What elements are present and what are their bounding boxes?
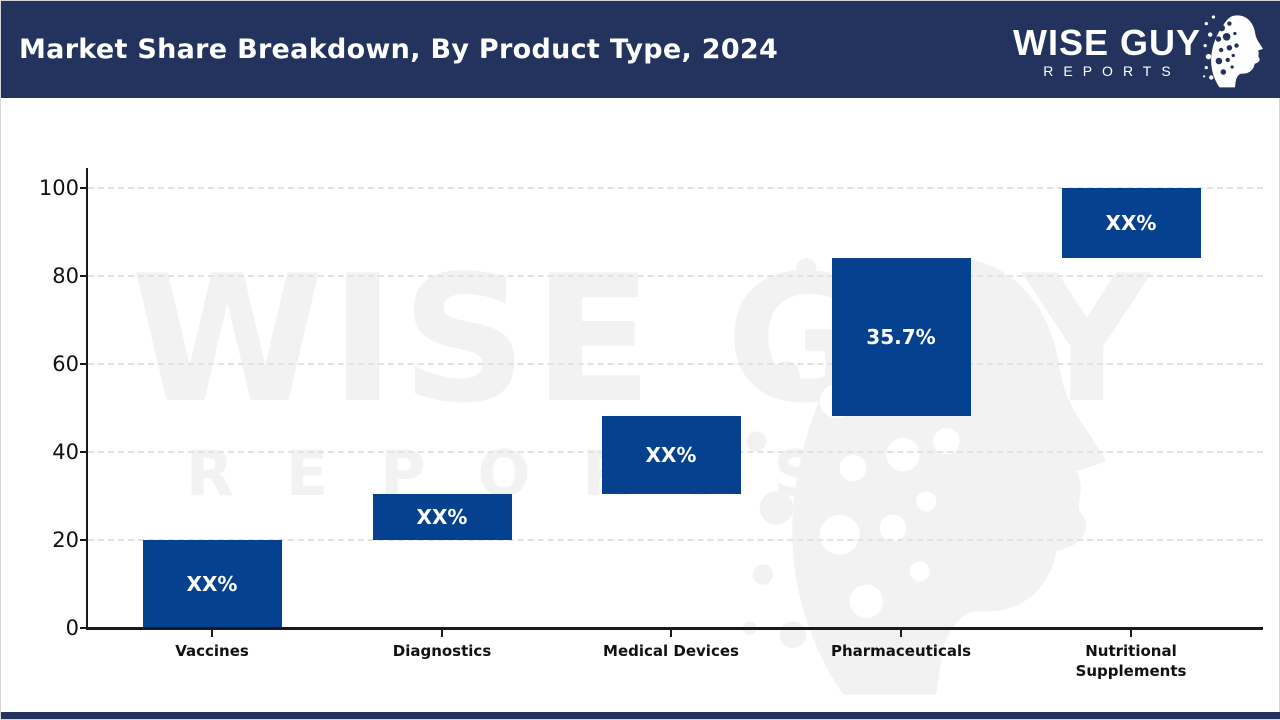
bar-value-label: XX% <box>645 442 697 467</box>
y-axis-line <box>86 168 88 630</box>
x-axis-tick-mark <box>211 628 213 637</box>
y-axis-tick-mark <box>80 538 88 541</box>
page-title: Market Share Breakdown, By Product Type,… <box>19 34 779 65</box>
x-axis-category-label: Pharmaceuticals <box>830 642 972 660</box>
y-axis-tick-label: 100 <box>38 175 79 200</box>
x-axis-tick-mark <box>670 628 672 637</box>
x-axis-category-label: Nutritional Supplements <box>1075 642 1187 681</box>
y-axis-tick-label: 60 <box>52 351 79 376</box>
y-axis-tick-label: 40 <box>52 439 79 464</box>
bar-vaccines: XX% <box>142 539 282 628</box>
x-axis-category-label: Vaccines <box>175 642 249 660</box>
x-axis-tick-mark <box>441 628 443 637</box>
bar-value-label: XX% <box>416 504 468 529</box>
bar-value-label: XX% <box>1105 210 1157 235</box>
brand-logo: WISE GUY REPORTS <box>1013 10 1269 90</box>
bar-nutritional-supplements: XX% <box>1061 187 1201 259</box>
bar-medical-devices: XX% <box>601 415 741 494</box>
gridline-20 <box>88 538 1263 541</box>
brand-logo-text: WISE GUY REPORTS <box>1012 21 1201 79</box>
y-axis-tick-label: 0 <box>65 616 79 640</box>
x-axis-category-label: Diagnostics <box>392 642 492 660</box>
gridline-80 <box>88 274 1263 277</box>
gridline-100 <box>88 186 1263 189</box>
brand-face-icon <box>1203 14 1263 87</box>
gridline-60 <box>88 362 1263 365</box>
y-axis-tick-mark <box>80 274 88 277</box>
y-axis-tick-mark <box>80 450 88 453</box>
footer-accent-bar <box>1 712 1280 719</box>
y-axis-tick-label: 20 <box>52 527 79 552</box>
x-axis-tick-mark <box>900 628 902 637</box>
x-axis-line <box>86 627 1263 630</box>
bar-diagnostics: XX% <box>372 493 512 540</box>
bar-pharmaceuticals: 35.7% <box>831 258 971 416</box>
y-axis-tick-mark <box>80 362 88 365</box>
brand-subtitle: REPORTS <box>1043 62 1181 79</box>
y-axis-tick-mark <box>80 186 88 189</box>
bar-value-label: 35.7% <box>866 325 936 350</box>
brand-name: WISE GUY <box>1012 21 1201 63</box>
header-bar: Market Share Breakdown, By Product Type,… <box>1 1 1280 98</box>
x-axis-tick-mark <box>1130 628 1132 637</box>
y-axis-tick-mark <box>80 627 88 629</box>
x-axis-category-label: Medical Devices <box>603 642 739 660</box>
y-axis-tick-label: 80 <box>52 263 79 288</box>
bar-value-label: XX% <box>186 571 238 596</box>
